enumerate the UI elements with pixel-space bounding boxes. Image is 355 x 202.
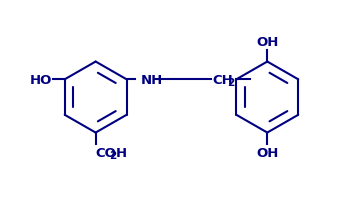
Text: OH: OH xyxy=(256,36,278,49)
Text: 2: 2 xyxy=(228,78,235,88)
Text: OH: OH xyxy=(256,146,278,159)
Text: HO: HO xyxy=(29,74,52,86)
Text: H: H xyxy=(115,146,127,159)
Text: 2: 2 xyxy=(110,150,117,160)
Text: NH: NH xyxy=(141,74,163,86)
Text: CH: CH xyxy=(213,74,233,86)
Text: CO: CO xyxy=(95,146,116,159)
